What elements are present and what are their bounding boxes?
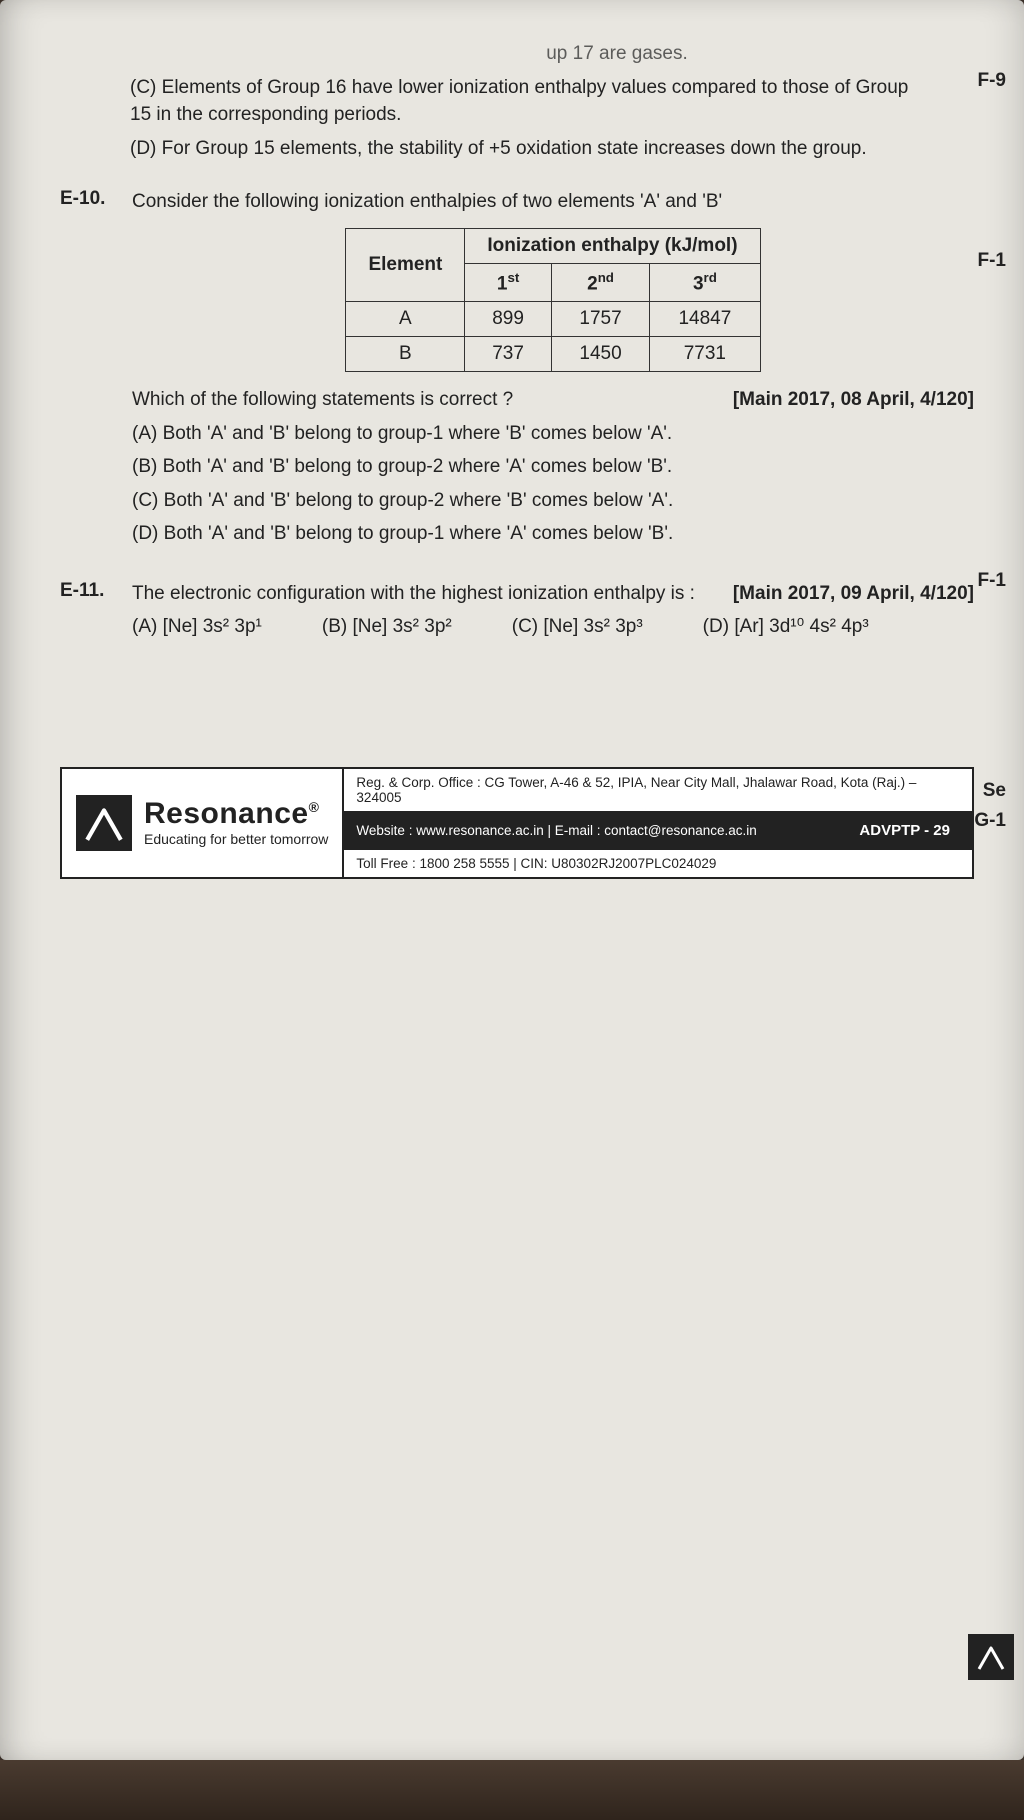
footer-box: Resonance® Educating for better tomorrow… [60,767,974,879]
side-code-f1a: F-1 [978,250,1007,272]
footer-tollfree: Toll Free : 1800 258 5555 | CIN: U80302R… [344,850,972,877]
e10-opt-a: (A) Both 'A' and 'B' belong to group-1 w… [132,420,974,448]
table-row: B 737 1450 7731 [346,337,760,372]
q-num-e11: E-11. [60,580,118,602]
side-code-g1: G-1 [974,810,1006,832]
top-fragment: up 17 are gases. [260,40,974,68]
cell: 737 [465,337,551,372]
page-code: ADVPTP - 29 [849,818,960,843]
th-2nd: 2nd [551,263,649,301]
side-code-se: Se [983,780,1006,802]
prev-option-d: (D) For Group 15 elements, the stability… [60,135,974,163]
e11-opt-d: (D) [Ar] 3d¹⁰ 4s² 4p³ [703,613,869,641]
cell: 7731 [650,337,760,372]
e11-opt-b: (B) [Ne] 3s² 3p² [322,613,452,641]
resonance-logo-icon [76,795,132,851]
cell: 1757 [551,302,649,337]
e11-ref: [Main 2017, 09 April, 4/120] [733,583,974,605]
e10-opt-b: (B) Both 'A' and 'B' belong to group-2 w… [132,453,974,481]
side-code-f9: F-9 [978,70,1007,92]
ionization-table: Element Ionization enthalpy (kJ/mol) 1st… [345,228,760,372]
e10-stem: Consider the following ionization enthal… [132,188,974,216]
e10-opt-d: (D) Both 'A' and 'B' belong to group-1 w… [132,520,974,548]
prev-option-c: (C) Elements of Group 16 have lower ioni… [60,74,974,129]
th-element: Element [346,228,465,301]
q-num-e10: E-10. [60,188,118,210]
question-e10: E-10. Consider the following ionization … [60,188,974,554]
e11-opt-a: (A) [Ne] 3s² 3p¹ [132,613,262,641]
e11-opt-c: (C) [Ne] 3s² 3p³ [512,613,643,641]
brand-name: Resonance® [144,799,328,829]
e10-ask: Which of the following statements is cor… [132,386,513,414]
cell-el-a: A [346,302,465,337]
cell: 899 [465,302,551,337]
logo-cell: Resonance® Educating for better tomorrow [62,769,344,877]
side-code-f1b: F-1 [978,570,1007,592]
th-1st: 1st [465,263,551,301]
e10-ref: [Main 2017, 08 April, 4/120] [733,389,974,411]
cell: 14847 [650,302,760,337]
e11-stem: The electronic configuration with the hi… [132,580,695,608]
e10-opt-c: (C) Both 'A' and 'B' belong to group-2 w… [132,487,974,515]
footer-address: Reg. & Corp. Office : CG Tower, A-46 & 5… [344,769,972,812]
brand-tagline: Educating for better tomorrow [144,831,328,847]
cell: 1450 [551,337,649,372]
table-row: A 899 1757 14847 [346,302,760,337]
th-ie: Ionization enthalpy (kJ/mol) [465,228,760,263]
th-3rd: 3rd [650,263,760,301]
cell-el-b: B [346,337,465,372]
page-corner-logo-icon [968,1634,1014,1680]
footer-website: Website : www.resonance.ac.in | E-mail :… [356,823,756,838]
question-e11: E-11. The electronic configuration with … [60,580,974,647]
